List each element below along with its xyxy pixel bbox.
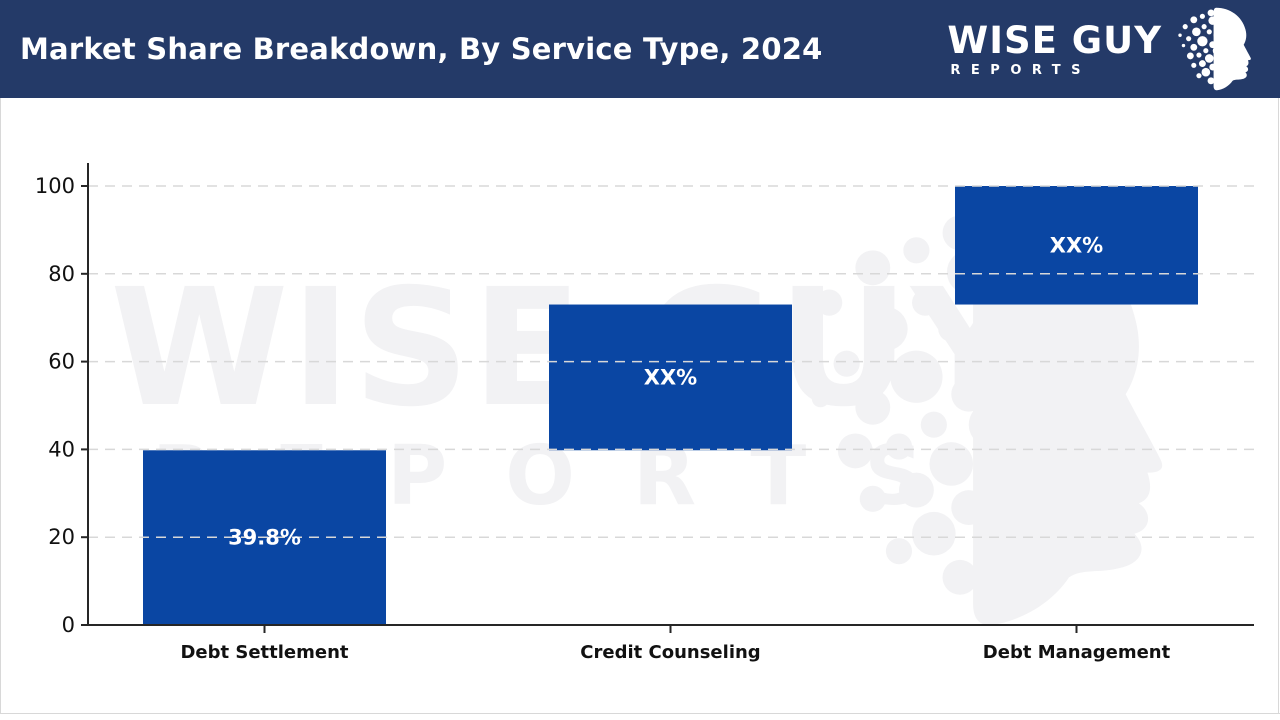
bar-value-label: 39.8%	[228, 526, 301, 550]
header: Market Share Breakdown, By Service Type,…	[0, 0, 1280, 98]
bar-value-label: XX%	[1050, 233, 1103, 257]
y-tick-label: 80	[48, 262, 75, 286]
window-border-bottom	[0, 713, 1280, 714]
bar-value-label: XX%	[644, 365, 697, 389]
page-title: Market Share Breakdown, By Service Type,…	[20, 32, 823, 66]
bar-chart: 0 20 40 60 80 100 Debt Settlement Credit Counse…	[35, 163, 1254, 663]
window-border-left	[0, 98, 1, 713]
y-tick-label: 0	[62, 613, 75, 637]
brand-subtitle: REPORTS	[950, 62, 1092, 78]
y-tick-label: 100	[35, 174, 75, 198]
category-label: Debt Settlement	[180, 642, 348, 663]
brand-logo: WISE GUY REPORTS	[947, 6, 1254, 92]
brand-wordmark: WISE GUY REPORTS	[947, 22, 1162, 77]
y-tick-label: 40	[48, 437, 75, 461]
brand-name: WISE GUY	[947, 18, 1162, 62]
category-label: Debt Management	[983, 642, 1171, 663]
bar-1	[549, 304, 792, 451]
chart-area: WISE GUY REPORTS 0 20 40 60 80 100 Debt Settle…	[0, 98, 1280, 720]
brand-face-icon	[1168, 6, 1254, 92]
window-border-right	[1278, 98, 1279, 713]
category-label: Credit Counseling	[580, 642, 760, 663]
y-tick-label: 20	[48, 525, 75, 549]
y-tick-label: 60	[48, 350, 75, 374]
